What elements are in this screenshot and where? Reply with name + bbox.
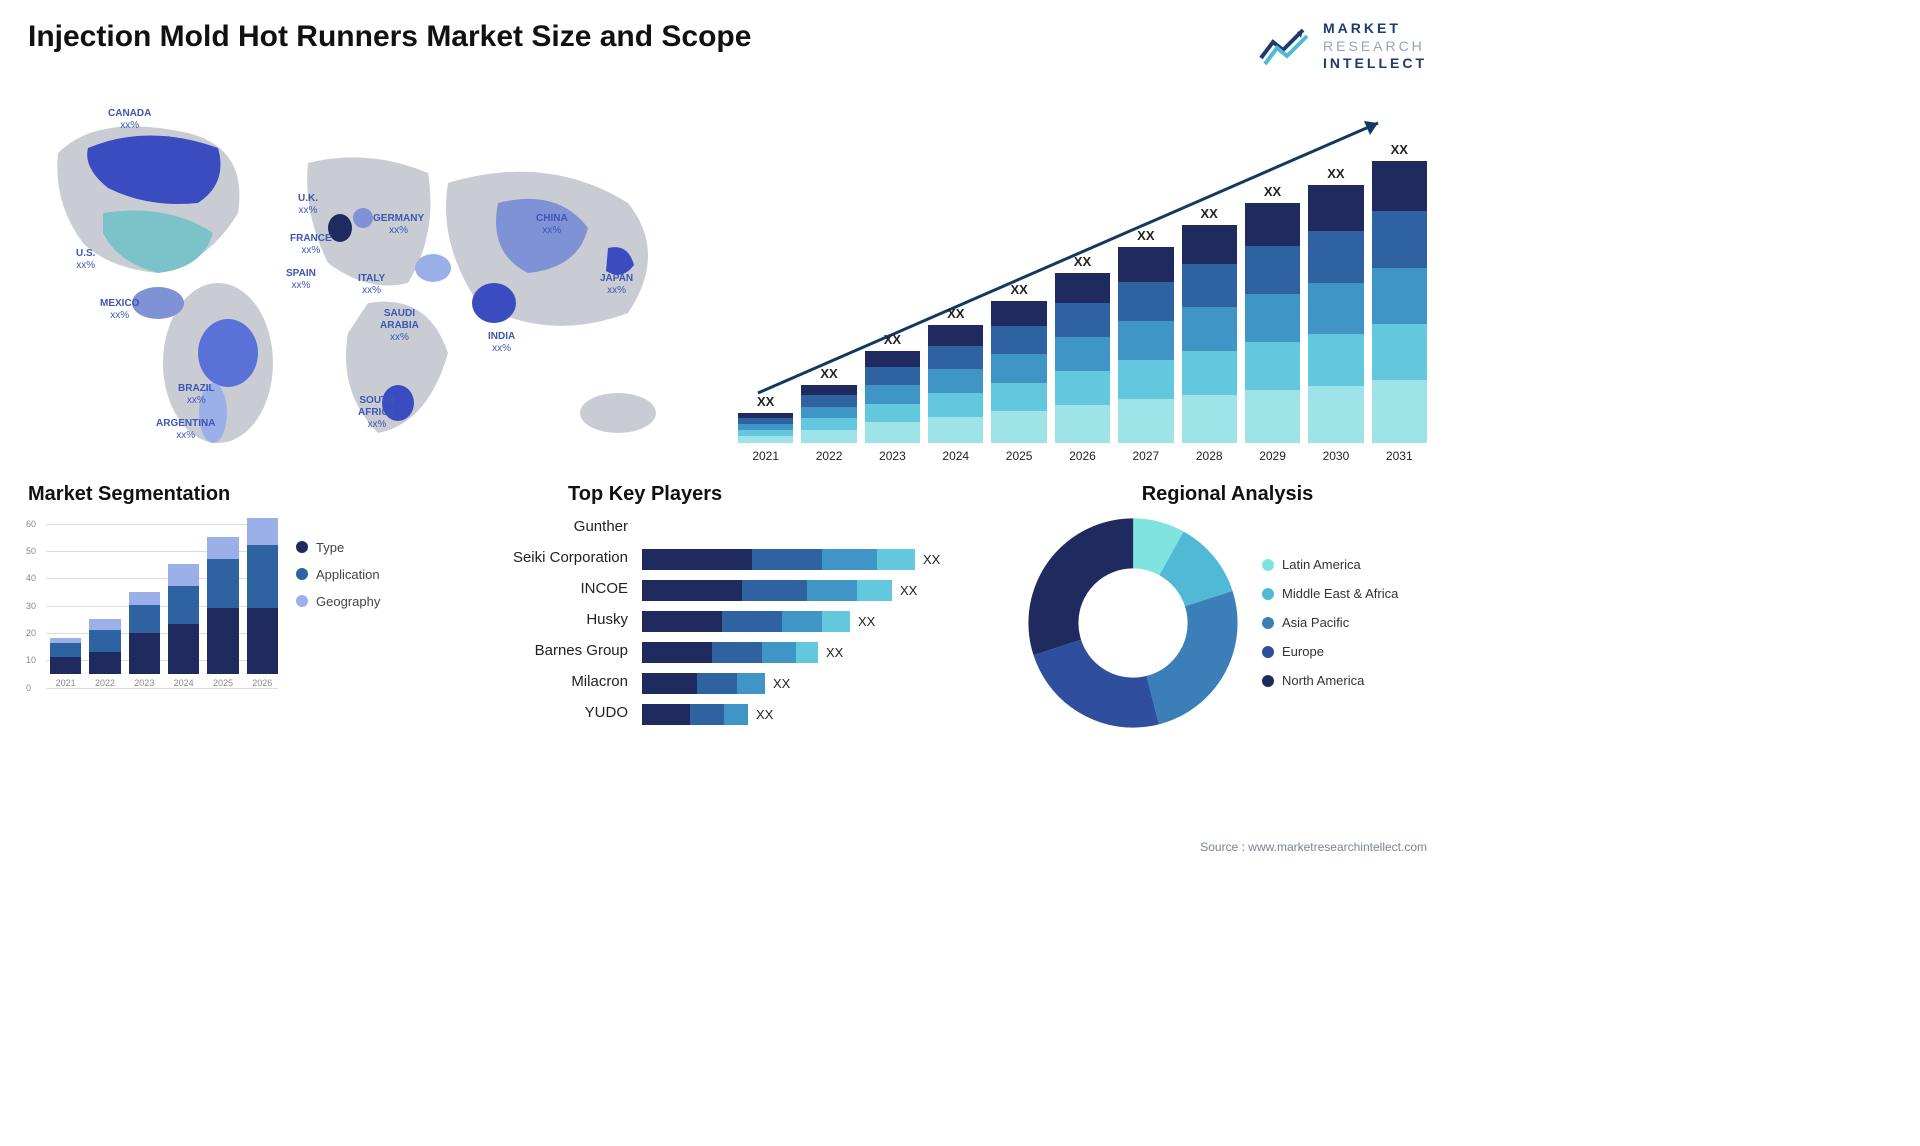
player-bars: XX XX XX XX XX XX	[642, 518, 998, 725]
segmentation-bar: 2023	[129, 592, 160, 688]
map-label: SAUDIARABIAxx%	[380, 308, 419, 344]
segmentation-bar: 2024	[168, 564, 199, 687]
growth-bar: XX 2026	[1055, 254, 1110, 463]
players-title: Top Key Players	[568, 483, 998, 506]
growth-year: 2028	[1196, 449, 1223, 463]
map-label: CHINAxx%	[536, 213, 568, 237]
region-legend-item: Middle East & Africa	[1262, 586, 1398, 601]
growth-bar: XX 2028	[1182, 206, 1237, 463]
legend-item: Type	[296, 540, 380, 555]
map-label: FRANCExx%	[290, 233, 332, 257]
growth-year: 2022	[816, 449, 843, 463]
legend-item: Application	[296, 567, 380, 582]
regional-legend: Latin America Middle East & Africa Asia Pa…	[1262, 557, 1398, 688]
logo-line2: RESEARCH	[1323, 38, 1427, 56]
regional-donut	[1028, 518, 1238, 728]
segmentation-bar: 2025	[207, 537, 238, 688]
growth-value: XX	[757, 394, 774, 409]
player-name: Gunther	[478, 518, 628, 539]
map-label: ITALYxx%	[358, 273, 385, 297]
growth-year: 2031	[1386, 449, 1413, 463]
world-map: CANADAxx% U.S.xx% MEXICOxx% BRAZILxx% ARGENT…	[28, 93, 708, 463]
map-label: GERMANYxx%	[373, 213, 424, 237]
players-panel: Top Key Players Gunther Seiki Corporation…	[478, 483, 998, 728]
player-name: Seiki Corporation	[478, 549, 628, 570]
growth-year: 2027	[1132, 449, 1159, 463]
growth-year: 2029	[1259, 449, 1286, 463]
page-title: Injection Mold Hot Runners Market Size a…	[28, 20, 751, 54]
player-bar-row: XX	[642, 704, 998, 725]
player-name: Milacron	[478, 673, 628, 694]
map-label: CANADAxx%	[108, 108, 151, 132]
growth-year: 2023	[879, 449, 906, 463]
segmentation-bar: 2021	[50, 638, 81, 688]
map-label: SPAINxx%	[286, 268, 316, 292]
region-legend-item: Asia Pacific	[1262, 615, 1398, 630]
growth-value: XX	[1010, 282, 1027, 297]
player-name: Husky	[478, 611, 628, 632]
growth-chart: XX 2021 XX 2022 XX 2023 XX 2024 XX 2025 XX 2026 XX 20…	[738, 93, 1427, 463]
map-label: INDIAxx%	[488, 331, 515, 355]
player-bar-row: XX	[642, 673, 998, 694]
player-names: Gunther Seiki Corporation INCOE Husky Barnes…	[478, 518, 628, 725]
region-legend-item: Europe	[1262, 644, 1398, 659]
segmentation-chart: 0102030405060202120222023202420252026	[28, 518, 278, 708]
growth-value: XX	[947, 306, 964, 321]
growth-year: 2025	[1006, 449, 1033, 463]
player-bar-row	[642, 518, 998, 539]
logo-icon	[1259, 24, 1313, 68]
map-label: U.S.xx%	[76, 248, 95, 272]
growth-bar: XX 2031	[1372, 142, 1427, 463]
player-bar-row: XX	[642, 642, 998, 663]
growth-value: XX	[1137, 228, 1154, 243]
player-bar-row: XX	[642, 549, 998, 570]
growth-value: XX	[820, 366, 837, 381]
map-label: JAPANxx%	[600, 273, 633, 297]
growth-bar: XX 2023	[865, 332, 920, 463]
growth-bar: XX 2030	[1308, 166, 1363, 463]
growth-value: XX	[1327, 166, 1344, 181]
growth-bar: XX 2029	[1245, 184, 1300, 463]
growth-bar: XX 2025	[991, 282, 1046, 463]
brand-logo: MARKET RESEARCH INTELLECT	[1259, 20, 1427, 73]
map-label: U.K.xx%	[298, 193, 318, 217]
player-bar-row: XX	[642, 580, 998, 601]
region-legend-item: Latin America	[1262, 557, 1398, 572]
player-name: YUDO	[478, 704, 628, 725]
source-text: Source : www.marketresearchintellect.com	[1200, 840, 1427, 854]
region-legend-item: North America	[1262, 673, 1398, 688]
legend-item: Geography	[296, 594, 380, 609]
segmentation-title: Market Segmentation	[28, 483, 448, 506]
growth-year: 2026	[1069, 449, 1096, 463]
segmentation-bar: 2022	[89, 619, 120, 688]
growth-year: 2021	[752, 449, 779, 463]
segmentation-panel: Market Segmentation 01020304050602021202…	[28, 483, 448, 728]
growth-year: 2024	[942, 449, 969, 463]
growth-bar: XX 2022	[801, 366, 856, 463]
growth-value: XX	[1391, 142, 1408, 157]
growth-value: XX	[884, 332, 901, 347]
player-name: INCOE	[478, 580, 628, 601]
growth-year: 2030	[1323, 449, 1350, 463]
growth-value: XX	[1264, 184, 1281, 199]
player-name: Barnes Group	[478, 642, 628, 663]
growth-bar: XX 2021	[738, 394, 793, 463]
map-label: SOUTHAFRICAxx%	[358, 395, 396, 431]
growth-value: XX	[1201, 206, 1218, 221]
regional-panel: Regional Analysis Latin America Middle Ea…	[1028, 483, 1427, 728]
map-label: ARGENTINAxx%	[156, 418, 215, 442]
growth-bar: XX 2024	[928, 306, 983, 463]
segmentation-legend: Type Application Geography	[296, 540, 380, 708]
player-bar-row: XX	[642, 611, 998, 632]
regional-title: Regional Analysis	[1028, 483, 1427, 506]
logo-line1: MARKET	[1323, 20, 1427, 38]
segmentation-bar: 2026	[247, 518, 278, 688]
growth-bar: XX 2027	[1118, 228, 1173, 463]
logo-line3: INTELLECT	[1323, 55, 1427, 73]
growth-value: XX	[1074, 254, 1091, 269]
map-label: MEXICOxx%	[100, 298, 139, 322]
map-label: BRAZILxx%	[178, 383, 215, 407]
